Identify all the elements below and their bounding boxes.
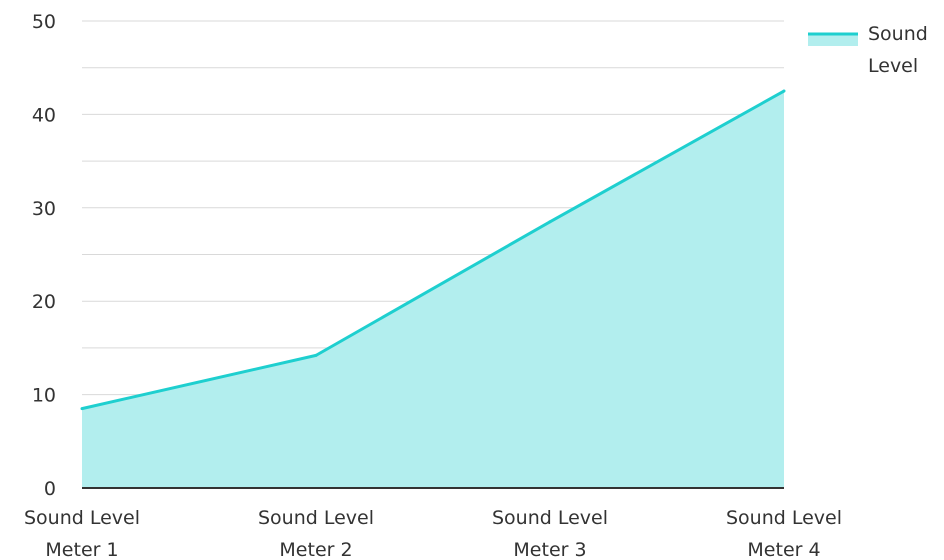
legend: Sound Level [808, 23, 928, 77]
y-tick-label: 40 [32, 104, 56, 126]
y-tick-label: 20 [32, 291, 56, 313]
x-tick-label: Sound Level Meter 2 [258, 507, 374, 560]
data-point-4 [782, 89, 786, 93]
x-tick-label: Sound Level Meter 1 [24, 507, 140, 560]
y-tick-label: 0 [44, 478, 56, 500]
y-tick-label: 10 [32, 385, 56, 407]
data-point-3 [548, 220, 552, 224]
legend-label-sound-level: Sound Level [868, 23, 928, 77]
x-axis-tick-labels: Sound Level Meter 1 Sound Level Meter 2 Soun… [24, 507, 842, 560]
data-points [80, 89, 786, 411]
data-point-2 [314, 353, 318, 357]
data-point-1 [80, 407, 84, 411]
legend-swatch-sound-level [808, 33, 858, 46]
y-tick-label: 30 [32, 198, 56, 220]
x-tick-label: Sound Level Meter 3 [492, 507, 608, 560]
x-tick-label: Sound Level Meter 4 [726, 507, 842, 560]
y-tick-label: 50 [32, 11, 56, 33]
y-axis-tick-labels: 0 10 20 30 40 50 [32, 11, 56, 500]
series-line-sound-level [81, 89, 785, 411]
